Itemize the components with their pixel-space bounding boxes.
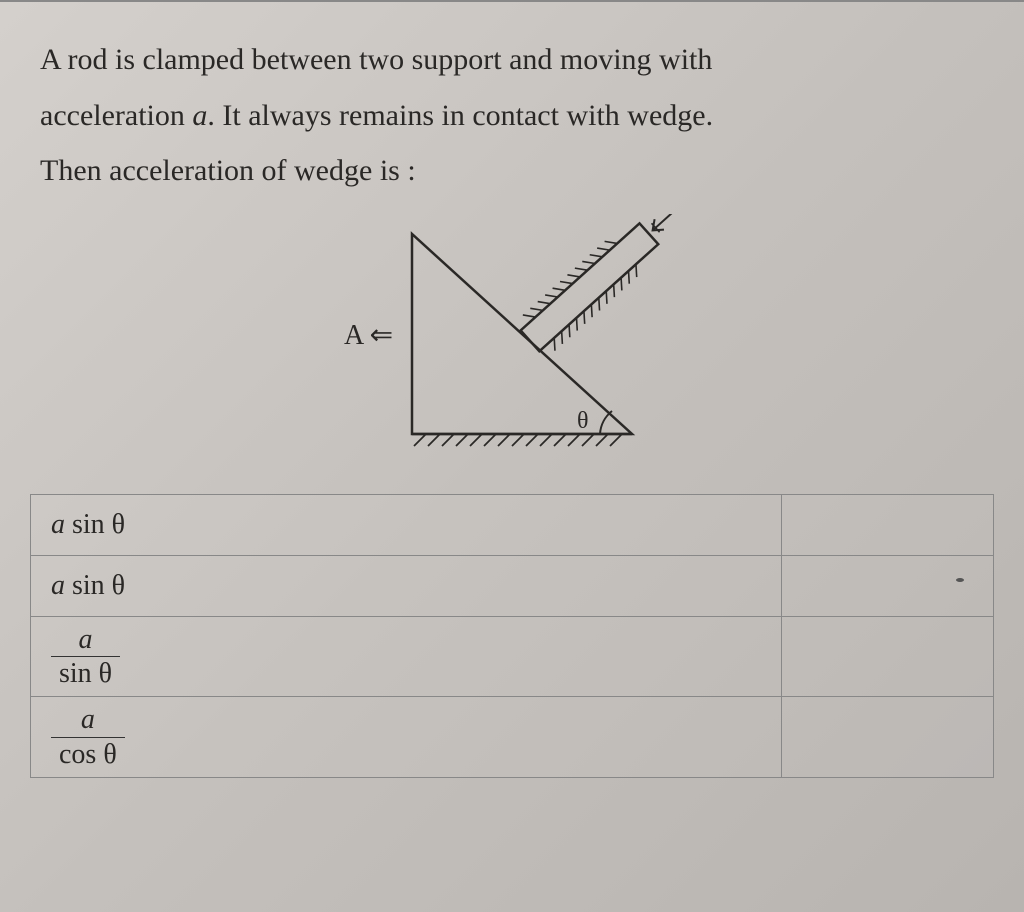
page: A rod is clamped between two support and… [0, 0, 1024, 912]
option-4-mark[interactable] [782, 697, 994, 778]
option-1[interactable]: a sin θ [31, 494, 782, 555]
fraction: a cos θ [51, 705, 125, 769]
top-clamp-hatch [521, 229, 624, 323]
question-line-1: A rod is clamped between two support and… [40, 43, 712, 76]
question-line-2-prefix: acceleration [40, 99, 192, 132]
stray-mark [956, 578, 964, 582]
option-2-mark[interactable] [782, 555, 994, 616]
angle-label: θ [577, 408, 589, 434]
wedge-triangle [412, 234, 632, 434]
fraction-num: a [51, 705, 125, 737]
question-variable-a: a [192, 99, 207, 132]
fraction: a sin θ [51, 625, 120, 689]
diagram-container: θ A ⇐ [30, 214, 994, 474]
option-1-var: a [51, 509, 65, 540]
rod-arrow [648, 214, 677, 236]
option-3[interactable]: a sin θ [31, 616, 782, 697]
options-table: a sin θ a sin θ a sin θ a cos θ [30, 494, 994, 779]
wedge-diagram: θ A ⇐ [302, 214, 722, 474]
rod-group: a [511, 214, 702, 359]
option-row: a sin θ [31, 494, 994, 555]
fraction-den: cos θ [51, 738, 125, 769]
question-line-2-suffix: . It always remains in contact with wedg… [207, 99, 713, 132]
fraction-den: sin θ [51, 657, 120, 688]
option-3-mark[interactable] [782, 616, 994, 697]
option-1-mark[interactable] [782, 494, 994, 555]
wedge-direction-label: A ⇐ [344, 320, 393, 351]
ground-hatching [412, 434, 632, 446]
rod-rect [521, 223, 659, 351]
option-row: a cos θ [31, 697, 994, 778]
option-2[interactable]: a sin θ [31, 555, 782, 616]
option-4[interactable]: a cos θ [31, 697, 782, 778]
question-text: A rod is clamped between two support and… [30, 12, 994, 199]
option-row: a sin θ [31, 616, 994, 697]
option-1-rest: sin θ [65, 509, 125, 540]
option-row: a sin θ [31, 555, 994, 616]
question-line-3: Then acceleration of wedge is : [40, 154, 416, 187]
fraction-num: a [51, 625, 120, 657]
option-2-var: a [51, 570, 65, 601]
diagram-svg: θ A ⇐ [302, 214, 722, 474]
option-2-rest: sin θ [65, 570, 125, 601]
bottom-clamp-hatch [547, 257, 650, 351]
